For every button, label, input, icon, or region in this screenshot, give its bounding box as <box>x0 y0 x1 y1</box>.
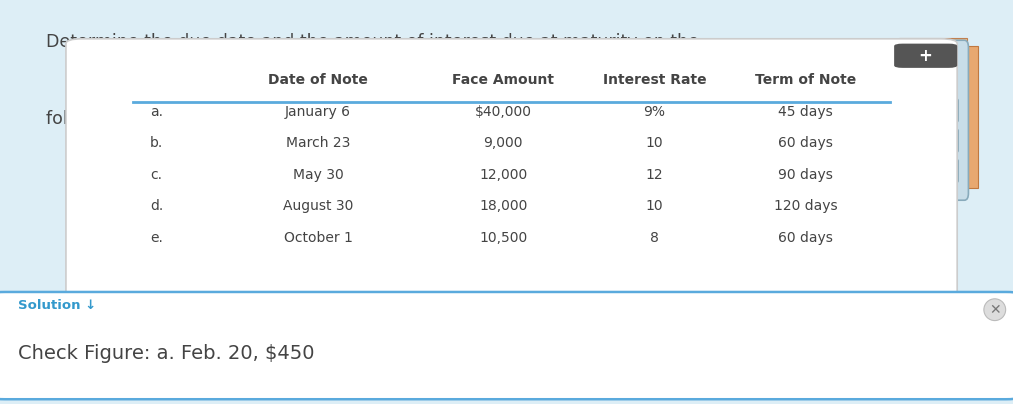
Text: 12: 12 <box>645 168 664 181</box>
FancyBboxPatch shape <box>920 129 937 152</box>
Text: 60 days: 60 days <box>778 136 834 150</box>
FancyBboxPatch shape <box>887 40 968 200</box>
FancyBboxPatch shape <box>0 292 1013 399</box>
Text: d.: d. <box>150 199 163 213</box>
Text: October 1: October 1 <box>284 231 353 244</box>
FancyBboxPatch shape <box>66 39 957 301</box>
Text: 12,000: 12,000 <box>479 168 528 181</box>
FancyBboxPatch shape <box>899 129 916 152</box>
Text: Check Figure: a. Feb. 20, $450: Check Figure: a. Feb. 20, $450 <box>18 345 315 364</box>
Text: 9%: 9% <box>643 105 666 118</box>
Text: Date of Note: Date of Note <box>268 73 368 87</box>
Text: b.: b. <box>150 136 163 150</box>
Text: Determine the due date and the amount of interest due at maturity on the: Determine the due date and the amount of… <box>46 33 698 51</box>
FancyBboxPatch shape <box>941 99 958 122</box>
Text: 120 days: 120 days <box>774 199 838 213</box>
Text: Interest Rate: Interest Rate <box>603 73 706 87</box>
FancyBboxPatch shape <box>899 99 916 122</box>
Text: $40,000: $40,000 <box>475 105 532 118</box>
Text: e.: e. <box>150 231 163 244</box>
Text: ✕: ✕ <box>989 303 1001 317</box>
Text: a.: a. <box>150 105 163 118</box>
Text: following notes:: following notes: <box>46 110 184 128</box>
FancyBboxPatch shape <box>899 159 916 183</box>
Text: Term of Note: Term of Note <box>756 73 856 87</box>
Text: 18,000: 18,000 <box>479 199 528 213</box>
Text: 10,500: 10,500 <box>479 231 528 244</box>
Text: 90 days: 90 days <box>778 168 834 181</box>
FancyBboxPatch shape <box>899 53 957 85</box>
Text: 10: 10 <box>645 199 664 213</box>
Text: May 30: May 30 <box>293 168 343 181</box>
Text: Solution ↓: Solution ↓ <box>18 299 96 312</box>
Text: January 6: January 6 <box>286 105 352 118</box>
Text: +: + <box>919 47 932 65</box>
Text: 8: 8 <box>650 231 658 244</box>
Text: 45 days: 45 days <box>778 105 834 118</box>
FancyBboxPatch shape <box>909 46 978 188</box>
FancyBboxPatch shape <box>920 159 937 183</box>
Text: March 23: March 23 <box>286 136 350 150</box>
Text: 10: 10 <box>645 136 664 150</box>
FancyBboxPatch shape <box>894 44 957 68</box>
FancyBboxPatch shape <box>941 129 958 152</box>
FancyBboxPatch shape <box>941 159 958 183</box>
FancyBboxPatch shape <box>920 99 937 122</box>
Text: August 30: August 30 <box>283 199 354 213</box>
FancyBboxPatch shape <box>899 38 967 181</box>
Text: 9,000: 9,000 <box>483 136 523 150</box>
Text: c.: c. <box>150 168 162 181</box>
Text: 60 days: 60 days <box>778 231 834 244</box>
Text: Face Amount: Face Amount <box>452 73 554 87</box>
